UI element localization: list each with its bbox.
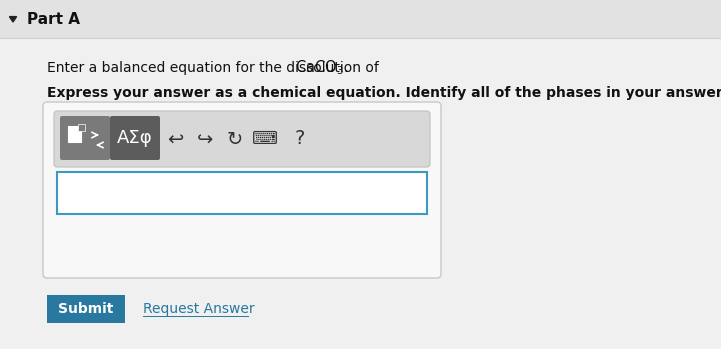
FancyBboxPatch shape	[43, 102, 441, 278]
Bar	[0, 0, 721, 38]
Text: Request Answer: Request Answer	[143, 302, 255, 316]
Text: ↻: ↻	[227, 129, 243, 149]
Text: Submit: Submit	[58, 302, 114, 316]
FancyBboxPatch shape	[68, 126, 81, 142]
Text: Enter a balanced equation for the dissolution of: Enter a balanced equation for the dissol…	[47, 61, 384, 75]
Bar	[57, 172, 427, 214]
Text: ↪: ↪	[197, 129, 213, 149]
FancyBboxPatch shape	[54, 111, 430, 167]
Bar	[47, 295, 125, 323]
FancyBboxPatch shape	[60, 116, 110, 160]
FancyBboxPatch shape	[78, 124, 85, 131]
Text: ?: ?	[295, 129, 305, 149]
Text: ΑΣφ: ΑΣφ	[118, 129, 153, 147]
Text: Part A: Part A	[27, 13, 80, 28]
Text: $\mathrm{CaCO_3}$.: $\mathrm{CaCO_3}$.	[295, 59, 348, 77]
Polygon shape	[9, 17, 17, 22]
Text: ↩: ↩	[167, 129, 183, 149]
Text: Express your answer as a chemical equation. Identify all of the phases in your a: Express your answer as a chemical equati…	[47, 86, 721, 100]
FancyBboxPatch shape	[110, 116, 160, 160]
Text: ⌨: ⌨	[252, 130, 278, 148]
